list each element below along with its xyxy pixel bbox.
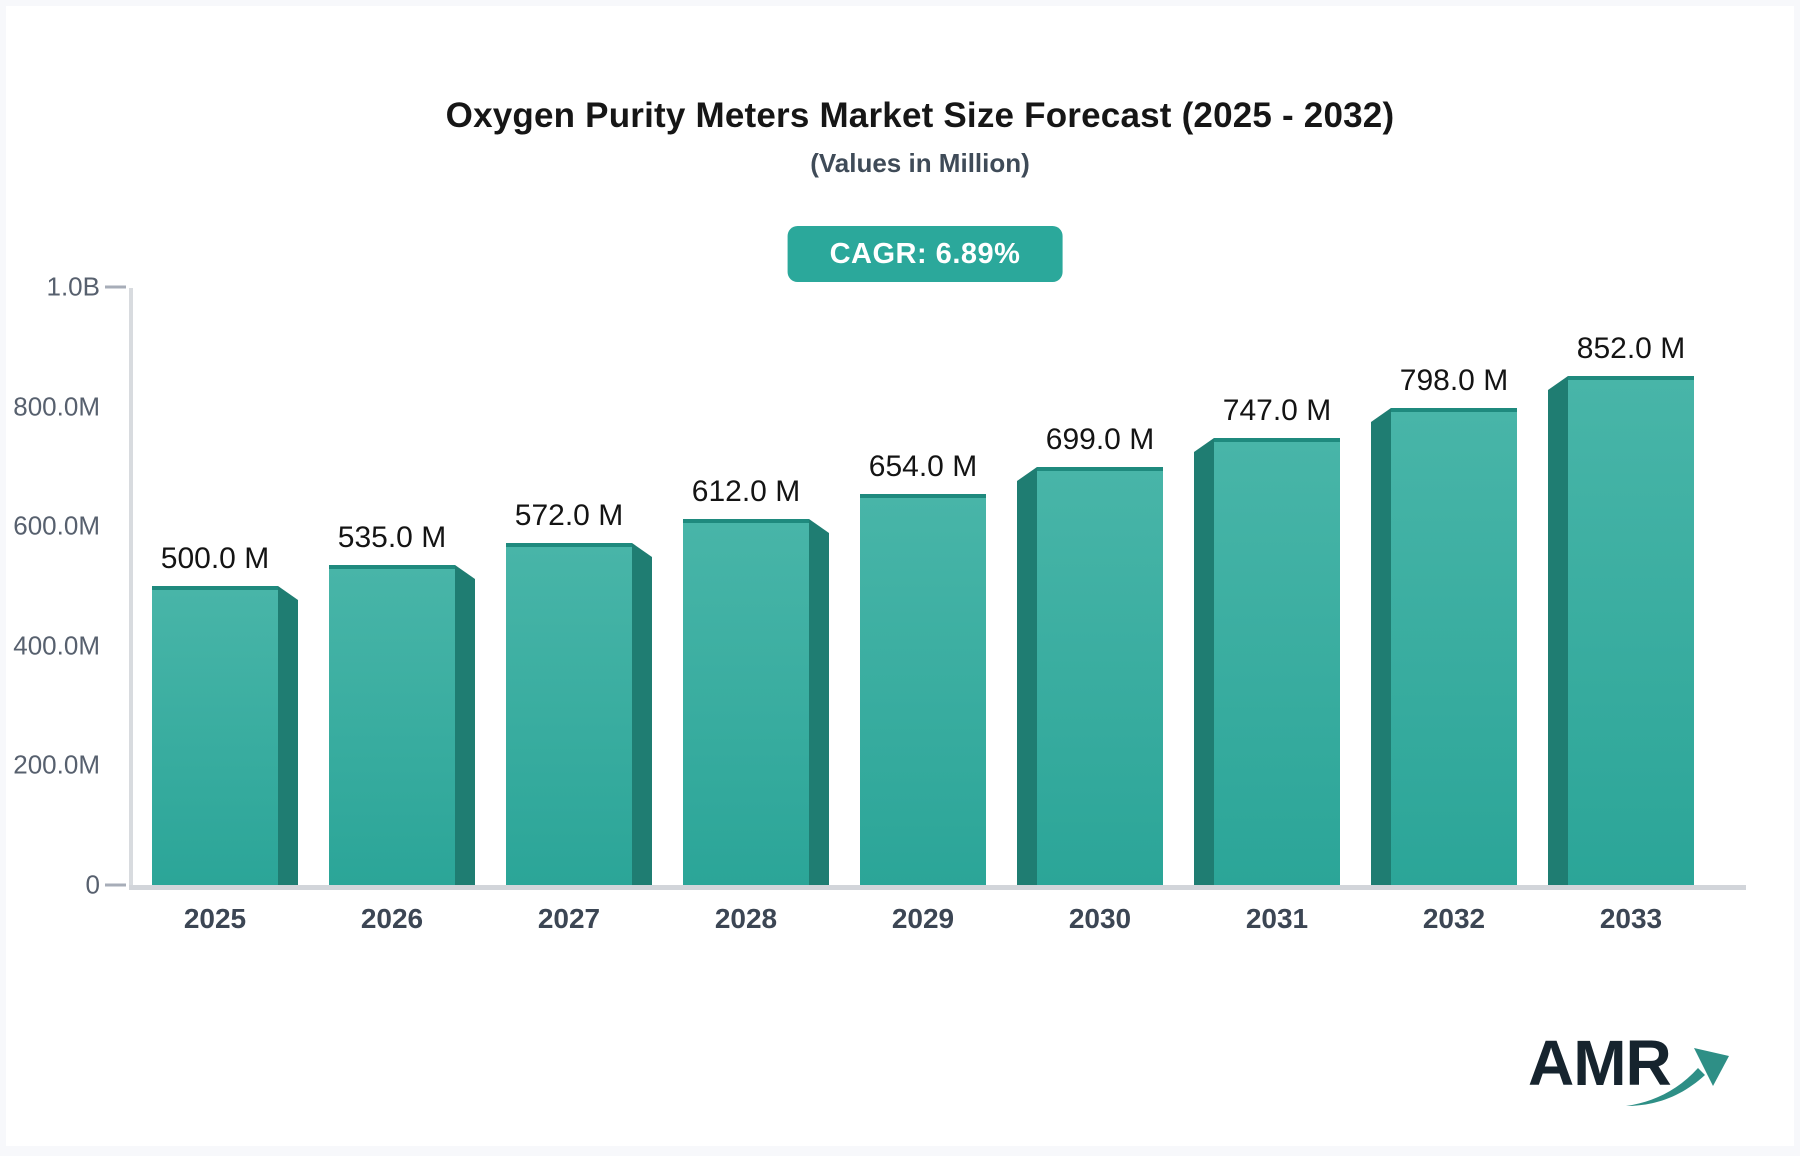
cagr-badge: CAGR: 6.89% bbox=[787, 226, 1063, 282]
bar-2030[interactable] bbox=[1037, 467, 1163, 885]
bar-2031[interactable] bbox=[1214, 438, 1340, 885]
y-tick-label: 1.0B bbox=[46, 271, 101, 302]
x-tick-label-2033: 2033 bbox=[1599, 903, 1663, 934]
y-tick-mark bbox=[105, 285, 126, 289]
bar-value-label: 699.0 M bbox=[1045, 423, 1155, 456]
x-tick-label-2026: 2026 bbox=[360, 903, 424, 934]
bar-side-2028 bbox=[809, 519, 829, 885]
y-tick-label: 200.0M bbox=[13, 749, 100, 780]
bar-side-2031 bbox=[1194, 438, 1214, 885]
bar-value-label: 612.0 M bbox=[691, 475, 801, 508]
y-axis-line bbox=[129, 288, 133, 888]
amr-logo-text: AMR bbox=[1528, 1027, 1672, 1099]
bar-side-2027 bbox=[632, 543, 652, 885]
x-tick-label-2031: 2031 bbox=[1245, 903, 1309, 934]
x-axis-line bbox=[129, 885, 1746, 890]
x-tick-label-2029: 2029 bbox=[891, 903, 955, 934]
bar-value-label: 798.0 M bbox=[1399, 364, 1509, 397]
bar-value-label: 747.0 M bbox=[1222, 394, 1332, 427]
bar-2029[interactable] bbox=[860, 494, 986, 885]
x-tick-label-2028: 2028 bbox=[714, 903, 778, 934]
amr-logo: AMR bbox=[1528, 1026, 1748, 1112]
x-tick-label-2030: 2030 bbox=[1068, 903, 1132, 934]
bar-2025[interactable] bbox=[152, 586, 278, 885]
y-tick-label: 600.0M bbox=[13, 510, 100, 541]
bar-side-2032 bbox=[1371, 408, 1391, 885]
y-tick-label: 0 bbox=[85, 869, 100, 900]
bar-2026[interactable] bbox=[329, 565, 455, 885]
bar-value-label: 654.0 M bbox=[868, 450, 978, 483]
bar-value-label: 572.0 M bbox=[514, 499, 624, 532]
chart-subtitle: (Values in Million) bbox=[810, 148, 1030, 178]
bar-side-2026 bbox=[455, 565, 475, 885]
bar-value-label: 852.0 M bbox=[1576, 332, 1686, 365]
x-tick-label-2027: 2027 bbox=[537, 903, 601, 934]
x-tick-label-2025: 2025 bbox=[183, 903, 247, 934]
y-tick-mark bbox=[105, 883, 126, 887]
bar-side-2033 bbox=[1548, 376, 1568, 885]
bar-side-2030 bbox=[1017, 467, 1037, 885]
y-tick-label: 400.0M bbox=[13, 630, 100, 661]
amr-logo-arrow-icon bbox=[1626, 1048, 1729, 1106]
chart-title: Oxygen Purity Meters Market Size Forecas… bbox=[445, 96, 1395, 135]
bar-side-2025 bbox=[278, 586, 298, 885]
y-tick-label: 800.0M bbox=[13, 391, 100, 422]
bar-2032[interactable] bbox=[1391, 408, 1517, 885]
bar-value-label: 500.0 M bbox=[160, 542, 270, 575]
bar-value-label: 535.0 M bbox=[337, 521, 447, 554]
bar-2033[interactable] bbox=[1568, 376, 1694, 885]
bar-2028[interactable] bbox=[683, 519, 809, 885]
bar-2027[interactable] bbox=[506, 543, 632, 885]
x-tick-label-2032: 2032 bbox=[1422, 903, 1486, 934]
